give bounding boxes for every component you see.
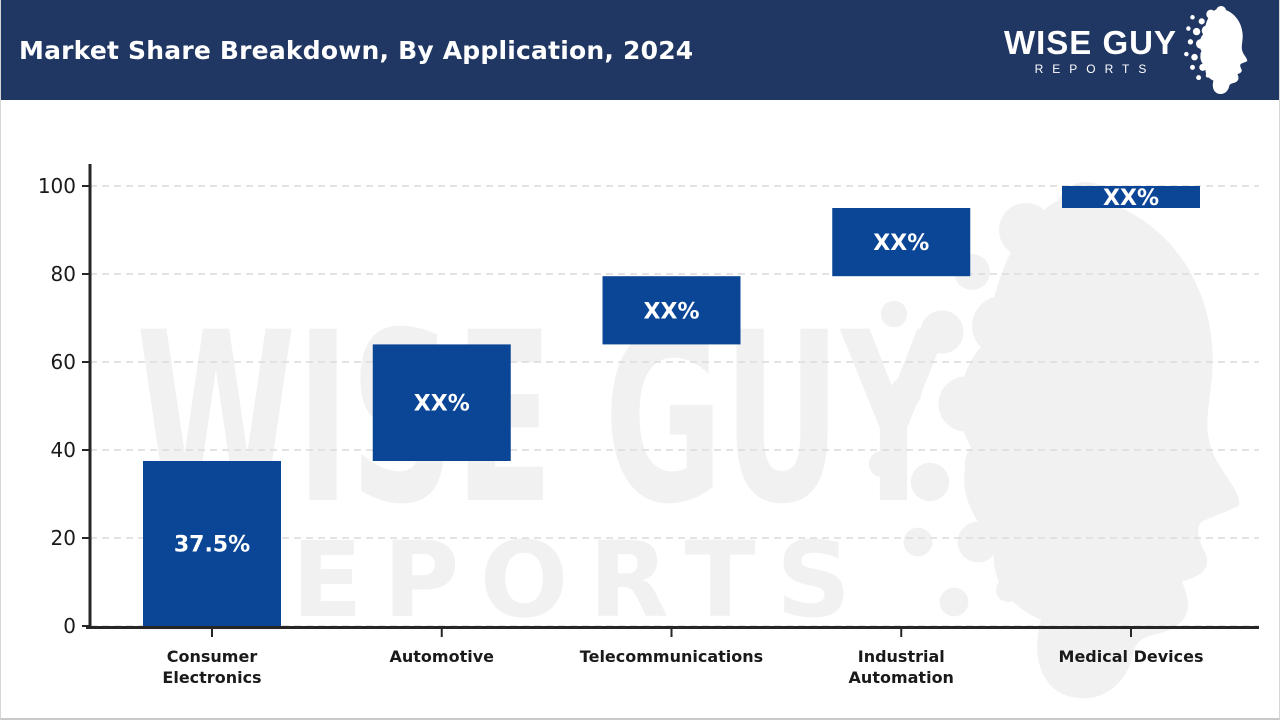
- bars: 37.5% XX% XX% XX% XX%: [143, 186, 1200, 626]
- bar-value-label-telecommunications: XX%: [644, 299, 700, 324]
- y-tick-label-80: 80: [51, 262, 76, 286]
- x-tick-label-telecommunications: Telecommunications: [580, 647, 763, 666]
- chart-area: WISE GUYREPORTS37.5% XX% XX% XX% XX% 0 20 40 60 8…: [1, 100, 1279, 718]
- x-tick-label-medical-devices: Medical Devices: [1059, 647, 1204, 666]
- logo-name: WISE GUY: [1003, 23, 1177, 61]
- bar-value-label-industrial-automation: XX%: [873, 231, 929, 256]
- x-tick-label-industrial-automation: Industrial: [858, 647, 945, 666]
- logo-subtitle: REPORTS: [1034, 61, 1156, 76]
- x-tick-label-industrial-automation: Automation: [849, 668, 954, 687]
- x-tick-label-consumer-electronics: Electronics: [162, 668, 261, 687]
- bar-industrial-automation: [832, 208, 971, 277]
- bar-telecommunications: [602, 276, 741, 345]
- y-tick-label-100: 100: [38, 174, 76, 198]
- bar-value-label-medical-devices: XX%: [1103, 186, 1159, 211]
- head-profile-icon: [1184, 6, 1248, 95]
- x-axis-ticks: Consumer Electronics Automotive Telecommuni…: [162, 629, 1203, 687]
- y-tick-label-60: 60: [51, 350, 76, 374]
- waterfall-chart: WISE GUYREPORTS37.5% XX% XX% XX% XX% 0 20 40 60 8…: [38, 164, 1259, 699]
- axes: [86, 164, 1259, 629]
- report-header: Market Share Breakdown, By Application, …: [1, 0, 1279, 100]
- bar-value-label-automotive: XX%: [414, 392, 470, 417]
- y-axis-ticks: 0 20 40 60 80 100: [38, 174, 90, 638]
- y-tick-label-40: 40: [51, 438, 76, 462]
- bar-automotive: [372, 344, 511, 461]
- bar-value-label-consumer-electronics: 37.5%: [174, 533, 250, 558]
- y-tick-label-0: 0: [63, 614, 76, 638]
- watermark-sub: REPORTS: [191, 519, 851, 641]
- wiseguy-logo: WISE GUY REPORTS: [1004, 4, 1253, 96]
- bar-consumer-electronics: [143, 461, 281, 626]
- logo-text: WISE GUY REPORTS: [1004, 26, 1177, 75]
- watermark-head-icon: [868, 182, 1240, 699]
- x-tick-label-consumer-electronics: Consumer: [167, 647, 258, 666]
- y-tick-label-20: 20: [51, 526, 76, 550]
- bar-medical-devices: [1062, 186, 1200, 208]
- page-title: Market Share Breakdown, By Application, …: [19, 35, 694, 65]
- x-tick-label-automotive: Automotive: [390, 647, 495, 666]
